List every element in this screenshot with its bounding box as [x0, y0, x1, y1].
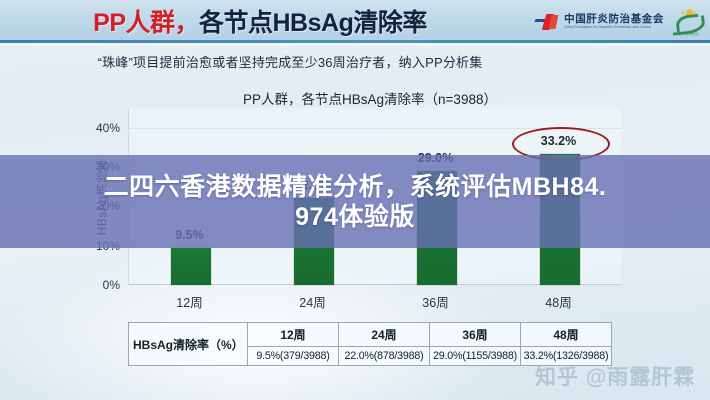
x-axis-tick-label-12周: 12周 [176, 296, 203, 310]
table-col-header-1: 24周 [338, 322, 430, 347]
x-axis-tick-label-36周: 36周 [422, 296, 449, 310]
table-cell-2: 29.0%(1155/3988) [429, 346, 521, 366]
table-col-header-2: 36周 [429, 322, 521, 347]
subtitle: “珠峰”项目提前治愈或者坚持完成至少36周治疗者，纳入PP分析集 [97, 55, 483, 70]
table-cell-3: 33.2%(1326/3988) [520, 346, 612, 366]
table-cell-1: 22.0%(878/3988) [338, 346, 430, 366]
header-divider [0, 40, 710, 43]
promo-overlay-line2: 974体验版 [295, 202, 415, 231]
logo-group: 中国肝炎防治基金会 China Foundation for Hepatitis… [534, 6, 706, 38]
data-table: HBsAg清除率（%） 12周 24周 36周 48周 9.5%(379/398… [128, 322, 612, 366]
secondary-logo-icon: 中国肝炎防治基金会 [671, 9, 706, 36]
table-row-header: HBsAg清除率（%） 12周 24周 36周 48周 [128, 322, 612, 366]
table-col-header-3: 48周 [520, 322, 612, 347]
table-cell-0: 9.5%(379/3988) [247, 346, 339, 366]
x-axis-tick-label-24周: 24周 [299, 296, 326, 310]
foundation-logo-cn: 中国肝炎防治基金会 [564, 12, 664, 25]
foundation-logo-en: China Foundation for Hepatitis Preventio… [564, 25, 652, 30]
promo-overlay-line1: 二四六香港数据精准分析，系统评估MBH84. [103, 172, 607, 201]
grid-line [129, 127, 621, 129]
bar-12周 [170, 247, 211, 285]
y-axis-tick-label: 0% [102, 278, 120, 292]
table-col-header-0: 12周 [247, 322, 339, 347]
page-title: PP人群， 各节点HBsAg清除率 [0, 3, 520, 39]
foundation-logo: 中国肝炎防治基金会 China Foundation for Hepatitis… [534, 12, 664, 31]
watermark: 知乎 @雨露肝霖 [535, 366, 696, 389]
table-row-label: HBsAg清除率（%） [128, 322, 248, 366]
page-title-red: PP人群， [93, 9, 199, 37]
y-axis-tick-label: 40% [95, 120, 120, 135]
table-row: 9.5%(379/3988) 22.0%(878/3988) 29.0%(115… [129, 346, 612, 366]
header-band [0, 0, 710, 41]
secondary-logo-caption: 中国肝炎防治基金会 [675, 33, 699, 36]
promo-overlay-banner: 二四六香港数据精准分析，系统评估MBH84. 974体验版 [0, 155, 710, 248]
x-axis-line [129, 284, 621, 285]
x-axis-tick-label-48周: 48周 [545, 296, 572, 310]
page-title-dark: 各节点HBsAg清除率 [199, 9, 427, 37]
ribbon-icon [534, 13, 561, 31]
chart-title: PP人群，各节点HBsAg清除率（n=3988） [243, 92, 497, 107]
